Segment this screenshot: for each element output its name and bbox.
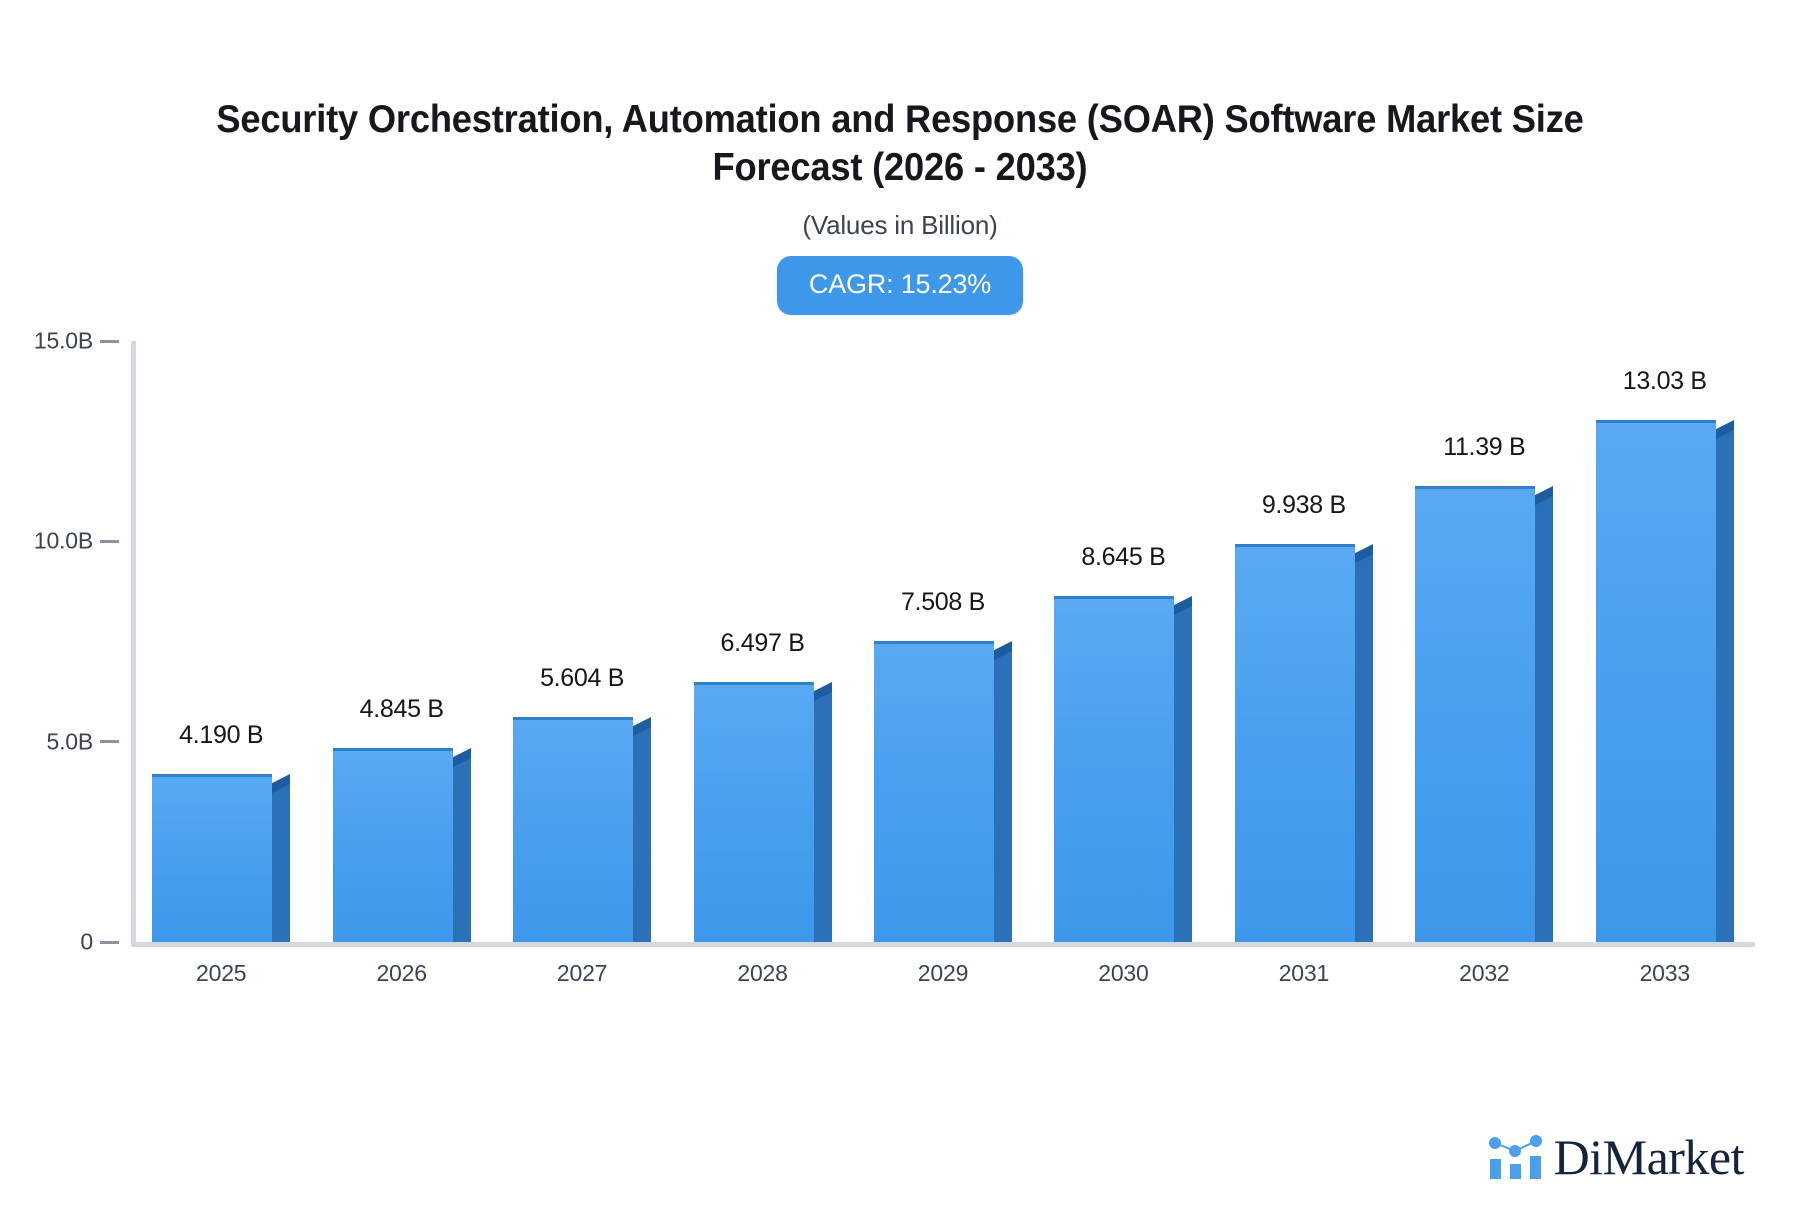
x-axis-label: 2026 [376, 960, 427, 986]
y-axis-tick-label: 5.0B [46, 728, 93, 755]
bar-cap [1415, 485, 1536, 489]
x-axis-label: 2027 [556, 960, 608, 986]
bar-slot: 8.645 B [1054, 300, 1193, 942]
bar-slot: 13.03 B [1595, 300, 1734, 942]
bar[interactable] [693, 681, 832, 942]
bar-face [874, 641, 994, 942]
bar[interactable] [332, 747, 471, 942]
x-axis-label: 2028 [737, 960, 788, 986]
x-axis-label: 2025 [196, 960, 247, 986]
x-axis-label: 2032 [1459, 960, 1510, 986]
bar-side [1174, 604, 1193, 942]
bar-side [813, 690, 832, 942]
y-axis-tick-label: 10.0B [33, 527, 93, 554]
bar-face [693, 681, 814, 942]
y-axis-tick-mark [100, 339, 119, 343]
bar-side [633, 726, 652, 942]
bar-side [1535, 494, 1554, 942]
bar-value-label: 4.845 B [359, 694, 444, 723]
bar[interactable] [874, 641, 1012, 942]
bar-face [1234, 543, 1355, 942]
bar-face [1415, 485, 1536, 942]
bar[interactable] [513, 717, 652, 942]
bar-slot: 5.604 B [513, 300, 652, 942]
bar-cap [332, 747, 453, 751]
y-axis-line [131, 341, 136, 942]
bar-slot: 4.845 B [332, 300, 471, 942]
bar-side [1354, 552, 1373, 942]
bar-chart-dots-icon [1488, 1135, 1542, 1179]
bar-slot: 11.39 B [1415, 300, 1554, 942]
title-block: Security Orchestration, Automation and R… [0, 96, 1800, 241]
y-axis-tick-mark [100, 940, 119, 944]
logo-text: DiMarket [1553, 1129, 1745, 1185]
x-axis-label: 2031 [1278, 960, 1330, 986]
bar-face [513, 717, 634, 942]
bar-cap [1595, 419, 1716, 423]
y-axis-tick-mark [100, 740, 119, 744]
y-axis-tick-mark [100, 539, 119, 543]
y-axis-tick-label: 15.0B [33, 327, 93, 354]
bar-cap [513, 717, 634, 721]
bar-value-label: 7.508 B [900, 588, 986, 617]
bar[interactable] [152, 774, 291, 942]
bar-face [1054, 595, 1175, 942]
brand-logo: DiMarket [1487, 1129, 1745, 1185]
bar-value-label: 6.497 B [720, 628, 805, 657]
chart-subtitle: (Values in Billion) [802, 209, 998, 240]
bar-face [1595, 419, 1716, 942]
bar-value-label: 8.645 B [1081, 542, 1166, 571]
bar-slot: 7.508 B [874, 300, 1012, 942]
bar-face [332, 747, 453, 942]
x-axis-label: 2029 [917, 960, 969, 986]
bar-side [272, 783, 291, 942]
x-axis-line [131, 942, 1755, 947]
bar-cap [693, 681, 814, 685]
bar-series: 4.190 B 4.845 B 5.604 B 6.497 B 7.508 B 8.645… [131, 300, 1755, 942]
bar-cap [152, 774, 273, 778]
bar[interactable] [1054, 595, 1193, 942]
bar-cap [1054, 595, 1175, 599]
x-axis-label: 2033 [1639, 960, 1691, 986]
bar-value-label: 13.03 B [1622, 366, 1707, 395]
bar[interactable] [1415, 485, 1554, 942]
bar[interactable] [1595, 419, 1734, 942]
bar-side [994, 650, 1012, 942]
bar-value-label: 9.938 B [1261, 490, 1346, 519]
y-axis-tick-label: 0 [80, 928, 93, 955]
x-axis-label: 2030 [1098, 960, 1149, 986]
bar-slot: 6.497 B [693, 300, 832, 942]
bar-slot: 4.190 B [152, 300, 291, 942]
bar-cap [1234, 543, 1355, 547]
page-title: Security Orchestration, Automation and R… [216, 98, 1584, 190]
bar-cap [874, 641, 994, 645]
bar[interactable] [1234, 543, 1373, 942]
bar-slot: 9.938 B [1234, 300, 1373, 942]
bar-value-label: 11.39 B [1443, 432, 1526, 461]
bar-value-label: 4.190 B [179, 721, 264, 750]
bar-side [1715, 428, 1734, 942]
bar-face [152, 774, 273, 942]
bar-value-label: 5.604 B [540, 664, 625, 693]
bar-side [452, 756, 471, 942]
